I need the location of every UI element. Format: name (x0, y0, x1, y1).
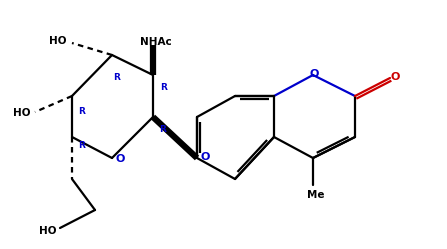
Text: O: O (200, 152, 210, 162)
Text: HO: HO (13, 108, 30, 118)
Text: R: R (79, 107, 85, 116)
Text: R: R (160, 82, 168, 91)
Text: R: R (160, 124, 166, 133)
Text: R: R (114, 72, 120, 81)
Text: NHAc: NHAc (140, 37, 172, 47)
Text: HO: HO (39, 226, 57, 236)
Text: O: O (115, 154, 125, 164)
Text: R: R (79, 140, 85, 149)
Text: HO: HO (50, 36, 67, 46)
Text: O: O (390, 72, 400, 82)
Text: O: O (309, 69, 319, 79)
Text: Me: Me (307, 190, 325, 200)
